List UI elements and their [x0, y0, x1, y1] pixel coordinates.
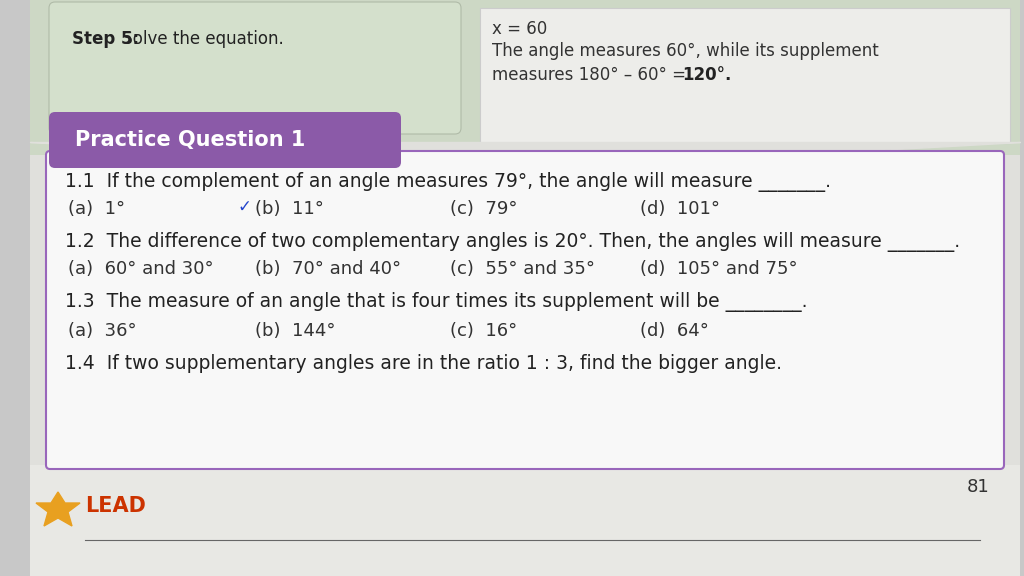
Text: Solve the equation.: Solve the equation.	[117, 30, 284, 48]
Text: (d)  105° and 75°: (d) 105° and 75°	[640, 260, 798, 278]
Text: measures 180° – 60° =: measures 180° – 60° =	[492, 66, 691, 84]
Text: 81: 81	[968, 478, 990, 496]
Text: (a)  1°: (a) 1°	[68, 200, 125, 218]
Text: The angle measures 60°, while its supplement: The angle measures 60°, while its supple…	[492, 42, 879, 60]
Text: (d)  101°: (d) 101°	[640, 200, 720, 218]
FancyBboxPatch shape	[49, 2, 461, 134]
FancyBboxPatch shape	[49, 112, 401, 168]
Text: ✓: ✓	[238, 198, 252, 216]
Text: (b)  144°: (b) 144°	[255, 322, 336, 340]
Text: (c)  16°: (c) 16°	[450, 322, 517, 340]
Text: (d)  64°: (d) 64°	[640, 322, 709, 340]
Polygon shape	[36, 492, 80, 526]
Text: (a)  60° and 30°: (a) 60° and 30°	[68, 260, 214, 278]
Text: 120°.: 120°.	[682, 66, 731, 84]
Text: LEAD: LEAD	[85, 496, 145, 516]
Text: 1.3  The measure of an angle that is four times its supplement will be ________.: 1.3 The measure of an angle that is four…	[65, 292, 808, 312]
Text: Step 5:: Step 5:	[72, 30, 139, 48]
Text: (c)  79°: (c) 79°	[450, 200, 517, 218]
Text: (a)  36°: (a) 36°	[68, 322, 136, 340]
FancyBboxPatch shape	[480, 8, 1010, 143]
Text: 1.2  The difference of two complementary angles is 20°. Then, the angles will me: 1.2 The difference of two complementary …	[65, 232, 961, 252]
FancyBboxPatch shape	[30, 0, 1020, 155]
FancyBboxPatch shape	[30, 465, 1020, 576]
Text: Practice Question 1: Practice Question 1	[75, 130, 305, 150]
Text: x = 60: x = 60	[492, 20, 547, 38]
Text: 1.4  If two supplementary angles are in the ratio 1 : 3, find the bigger angle.: 1.4 If two supplementary angles are in t…	[65, 354, 782, 373]
FancyBboxPatch shape	[30, 0, 1020, 576]
Text: 1.1  If the complement of an angle measures 79°, the angle will measure _______.: 1.1 If the complement of an angle measur…	[65, 172, 831, 192]
Text: (c)  55° and 35°: (c) 55° and 35°	[450, 260, 595, 278]
FancyBboxPatch shape	[46, 151, 1004, 469]
Text: (b)  11°: (b) 11°	[255, 200, 324, 218]
Text: (b)  70° and 40°: (b) 70° and 40°	[255, 260, 401, 278]
